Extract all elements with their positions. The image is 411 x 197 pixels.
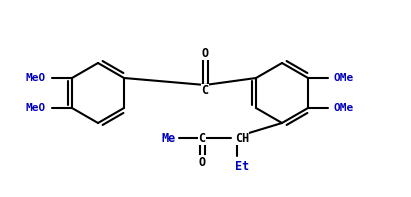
Text: C: C xyxy=(199,132,206,145)
Text: OMe: OMe xyxy=(334,103,354,113)
Text: O: O xyxy=(201,46,208,59)
Text: Me: Me xyxy=(162,132,176,145)
Text: O: O xyxy=(199,155,206,168)
Text: Et: Et xyxy=(235,160,249,173)
Text: C: C xyxy=(201,84,208,97)
Text: OMe: OMe xyxy=(334,73,354,83)
Text: MeO: MeO xyxy=(26,103,46,113)
Text: MeO: MeO xyxy=(26,73,46,83)
Text: CH: CH xyxy=(235,132,249,145)
